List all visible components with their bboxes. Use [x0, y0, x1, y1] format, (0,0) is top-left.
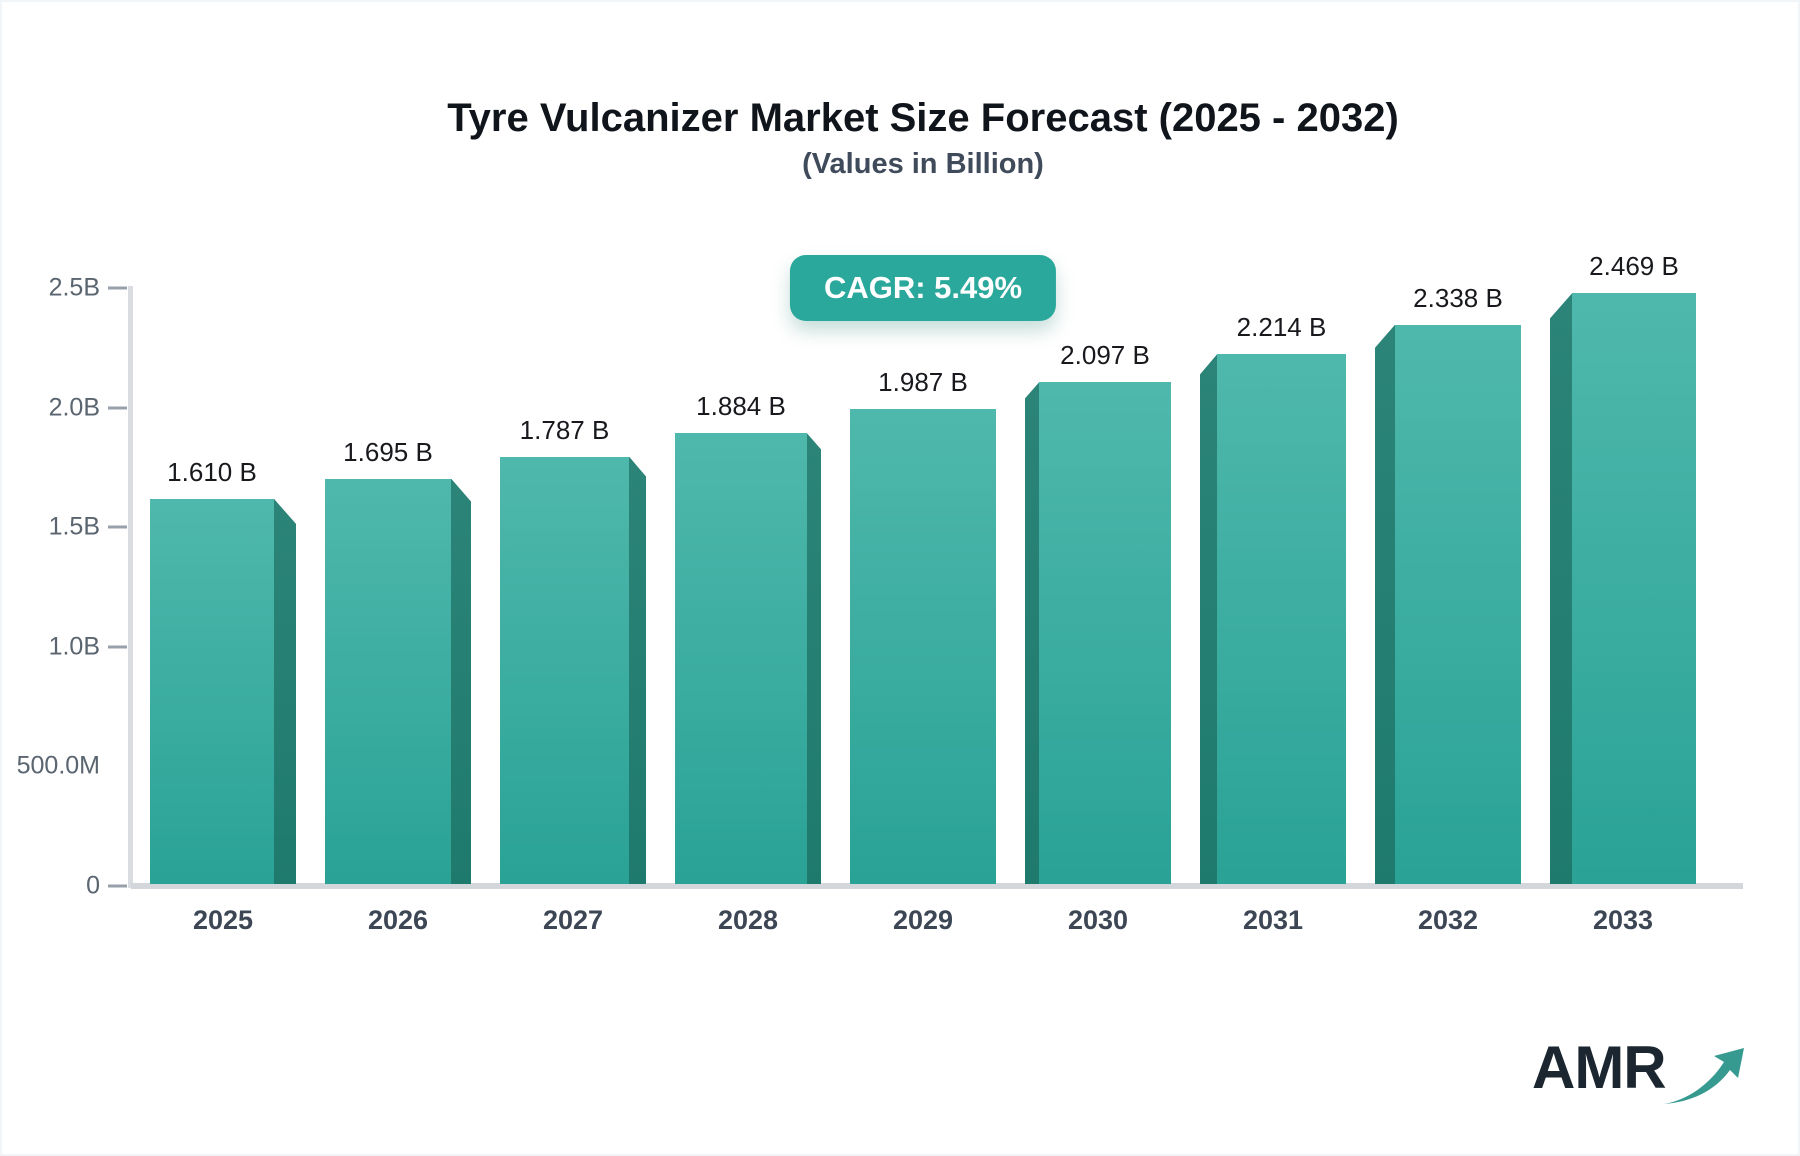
y-tick-label: 2.0B	[48, 393, 100, 422]
x-axis-label: 2031	[1242, 905, 1304, 935]
y-tick-dash	[108, 884, 127, 888]
bar-value-label: 2.338 B	[1413, 282, 1503, 313]
bar	[1025, 382, 1171, 884]
bar	[850, 408, 996, 884]
x-axis-label: 2027	[542, 905, 604, 935]
y-tick-label: 1.5B	[48, 512, 100, 541]
growth-arrow-icon	[1662, 1040, 1750, 1117]
y-tick-dash	[108, 406, 127, 410]
x-axis-baseline	[131, 883, 1743, 889]
bar-side-shadow	[807, 433, 821, 884]
bar-value-label: 1.987 B	[878, 366, 968, 397]
bar-face	[1217, 354, 1346, 884]
y-tick-label: 2.5B	[48, 273, 100, 302]
bar-face	[1572, 293, 1696, 884]
bar-value-label: 2.214 B	[1236, 312, 1327, 343]
x-axis-label: 2033	[1592, 905, 1654, 935]
y-tick-label: 1.0B	[48, 632, 100, 661]
y-tick-label: 0	[86, 871, 100, 900]
bar-value-label: 1.695 B	[343, 436, 433, 467]
y-tick-dash	[108, 525, 127, 529]
y-tick-label: 500.0M	[16, 751, 100, 780]
x-axis-label: 2025	[192, 905, 254, 935]
bar-value-label: 1.884 B	[696, 391, 786, 422]
bar	[500, 456, 646, 884]
x-axis-label: 2026	[367, 905, 429, 935]
y-tick-dash	[108, 645, 127, 649]
bar-side-shadow	[1025, 382, 1039, 884]
bar-face	[325, 478, 451, 884]
bar	[675, 433, 821, 884]
x-axis-label: 2029	[892, 905, 954, 935]
bar	[325, 478, 471, 884]
bar	[1550, 293, 1696, 884]
amr-logo: AMR	[1532, 1038, 1750, 1117]
bar-side-shadow	[1200, 354, 1217, 884]
bar-value-label: 1.787 B	[519, 414, 610, 445]
bar-side-shadow	[1375, 324, 1395, 884]
bar-face	[500, 456, 629, 884]
y-axis-line	[128, 286, 133, 888]
bar	[1200, 354, 1346, 884]
bar	[150, 498, 296, 884]
bar-value-label: 1.610 B	[167, 456, 257, 487]
bar-face	[850, 408, 996, 884]
bar-face	[1395, 324, 1521, 884]
cagr-badge: CAGR: 5.49%	[789, 255, 1057, 321]
page-subtitle: (Values in Billion)	[802, 148, 1044, 180]
x-axis-label: 2032	[1417, 905, 1479, 935]
bar-value-label: 2.097 B	[1060, 340, 1150, 371]
page-title: Tyre Vulcanizer Market Size Forecast (20…	[447, 96, 1399, 140]
y-tick-dash	[108, 286, 127, 290]
bar-side-shadow	[274, 498, 296, 884]
x-axis-label: 2030	[1067, 905, 1129, 935]
bar-side-shadow	[629, 456, 646, 884]
bar-side-shadow	[1550, 293, 1572, 884]
bar	[1375, 324, 1521, 884]
bar-face	[150, 498, 274, 884]
bar-face	[1039, 382, 1171, 884]
x-axis-label: 2028	[717, 905, 779, 935]
bar-side-shadow	[451, 478, 471, 884]
amr-logo-text: AMR	[1532, 1034, 1667, 1101]
bar-face	[675, 433, 807, 884]
bar-value-label: 2.469 B	[1589, 251, 1679, 282]
